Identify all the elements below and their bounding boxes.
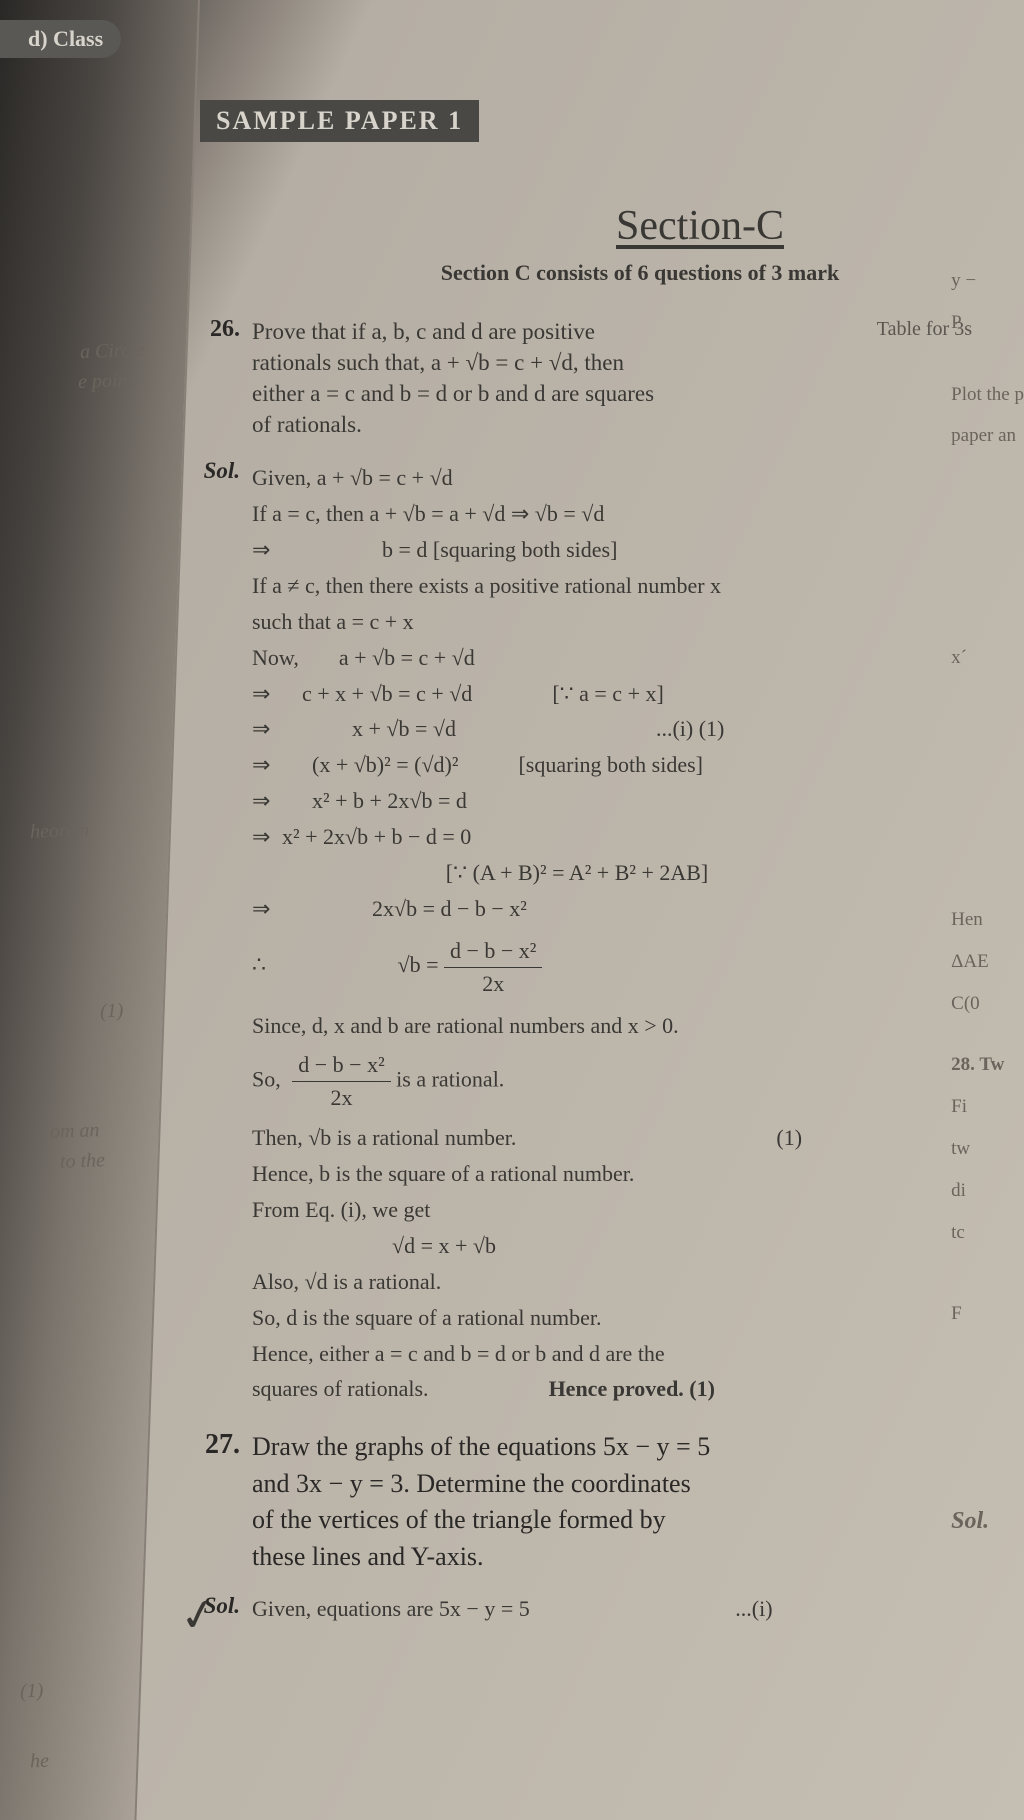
cut-r8: C(0 [951, 983, 1024, 1025]
cut-r10: Fi [951, 1086, 1024, 1128]
q26-line2: rationals such that, a + √b = c + √d, th… [252, 350, 624, 375]
margin-heorem: heorem [30, 819, 90, 844]
section-subtitle: Section C consists of 6 questions of 3 m… [280, 260, 1000, 286]
q26-text: Prove that if a, b, c and d are positive… [252, 316, 852, 440]
sol27-l1: Given, equations are 5x − y = 5 [252, 1596, 530, 1621]
sol-l9: (x + √b)² = (√d)² [312, 752, 458, 777]
sol-l16-tail: is a rational. [396, 1067, 504, 1092]
sol-l8: x + √b = √d [352, 716, 456, 741]
side-class-tag: d) Class [0, 20, 121, 58]
cut-r15: Sol. [951, 1495, 1024, 1548]
sol-l24-proved: Hence proved. (1) [549, 1376, 715, 1401]
margin-he: he [30, 1750, 50, 1774]
cut-r2: P [951, 302, 1024, 344]
margin-om-an: om an [50, 1119, 100, 1144]
cut-r4: paper an [951, 415, 1024, 457]
sol-l20: √d = x + √b [392, 1230, 802, 1262]
sol-l4: If a ≠ c, then there exists a positive r… [252, 570, 802, 602]
sol-l8-note: ...(i) (1) [656, 716, 724, 741]
section-title: Section-C [400, 202, 1000, 250]
sol27-l1-note: ...(i) [735, 1596, 772, 1621]
sol-l16-den: 2x [292, 1082, 390, 1114]
sol-l2: If a = c, then a + √b = a + √d ⇒ √b = √d [252, 498, 802, 530]
sol-l14-den: 2x [444, 968, 542, 1000]
sol-l14-num: d − b − x² [444, 935, 542, 968]
sol-l14-frac: d − b − x² 2x [444, 935, 542, 1000]
q26-line3: either a = c and b = d or b and d are sq… [252, 381, 654, 406]
sol27-body: Given, equations are 5x − y = 5 ...(i) [252, 1593, 773, 1625]
margin-paren1: (1) [100, 1000, 124, 1024]
sol-l7: c + x + √b = c + √d [302, 681, 472, 706]
sol-l9-note: [squaring both sides] [518, 752, 703, 777]
margin-e-point: e point [78, 369, 134, 394]
sol-now: Now, [252, 645, 299, 670]
sol-l6: a + √b = c + √d [339, 645, 475, 670]
right-edge-fragments: y − P Plot the p paper an x´ Hen ΔAE C(0… [951, 260, 1024, 1548]
q26-line4: of rationals. [252, 412, 362, 437]
sol-l10: x² + b + 2x√b = d [312, 788, 467, 813]
sol-l22: So, d is the square of a rational number… [252, 1302, 802, 1334]
sol-l14-therefore: ∴ [252, 949, 282, 981]
sol-l17-mark: (1) [776, 1125, 802, 1150]
cut-r5: x´ [951, 637, 1024, 679]
sample-paper-tag: SAMPLE PAPER 1 [200, 100, 479, 142]
sol-l23: Hence, either a = c and b = d or b and d… [252, 1338, 802, 1370]
sol-l13-arrow: ⇒ [252, 893, 282, 925]
sol-l13: 2x√b = d − b − x² [372, 896, 527, 921]
cut-r7: ΔAE [951, 941, 1024, 983]
sol-l11: x² + 2x√b + b − d = 0 [282, 824, 471, 849]
q27-number: 27. [200, 1429, 240, 1575]
q27-l3: of the vertices of the triangle formed b… [252, 1505, 666, 1534]
cut-r3: Plot the p [951, 374, 1024, 416]
sol-l1: Given, a + √b = c + √d [252, 462, 802, 494]
sol-l18: Hence, b is the square of a rational num… [252, 1158, 802, 1190]
q27-l4: these lines and Y-axis. [252, 1542, 484, 1571]
sol-l10-arrow: ⇒ [252, 785, 282, 817]
q27-l1: Draw the graphs of the equations 5x − y … [252, 1432, 710, 1461]
q27-text: Draw the graphs of the equations 5x − y … [252, 1429, 710, 1575]
sol-l19: From Eq. (i), we get [252, 1194, 802, 1226]
sol-l16-so: So, [252, 1067, 281, 1092]
cut-r1: y − [951, 260, 1024, 302]
sol-l3-arrow: ⇒ [252, 534, 282, 566]
sol-l5: such that a = c + x [252, 606, 802, 638]
cut-r9: 28. Tw [951, 1044, 1024, 1086]
sol-l17: Then, √b is a rational number. [252, 1125, 516, 1150]
q26-line1: Prove that if a, b, c and d are positive [252, 319, 595, 344]
sol-l24: squares of rationals. [252, 1376, 429, 1401]
cut-r13: tc [951, 1212, 1024, 1254]
sol-l7-arrow: ⇒ [252, 678, 282, 710]
sol-l21: Also, √d is a rational. [252, 1266, 802, 1298]
sol-l14-lhs: √b = [398, 952, 439, 977]
q26-number: 26. [200, 316, 240, 440]
sol-l16-num: d − b − x² [292, 1049, 390, 1082]
cut-r6: Hen [951, 899, 1024, 941]
cut-r14: F [951, 1293, 1024, 1335]
sol-l15: Since, d, x and b are rational numbers a… [252, 1010, 802, 1042]
margin-to-the: to the [60, 1149, 106, 1174]
sol-l16-frac: d − b − x² 2x [292, 1049, 390, 1114]
sol-l11-arrow: ⇒ [252, 821, 282, 853]
q27-l2: and 3x − y = 3. Determine the coordinate… [252, 1469, 691, 1498]
sol-l7-note: [∵ a = c + x] [552, 681, 664, 706]
sol-body: Given, a + √b = c + √d If a = c, then a … [252, 458, 802, 1409]
margin-bottom1: (1) [20, 1680, 44, 1704]
sol-l9-arrow: ⇒ [252, 749, 282, 781]
sol-label: Sol. [200, 458, 240, 1409]
sol-l12: [∵ (A + B)² = A² + B² + 2AB] [352, 857, 802, 889]
sol-l8-arrow: ⇒ [252, 713, 282, 745]
sol-l3: b = d [squaring both sides] [382, 537, 617, 562]
cut-r11: tw [951, 1128, 1024, 1170]
cut-r12: di [951, 1170, 1024, 1212]
margin-a-circle: a Circle [80, 339, 145, 364]
